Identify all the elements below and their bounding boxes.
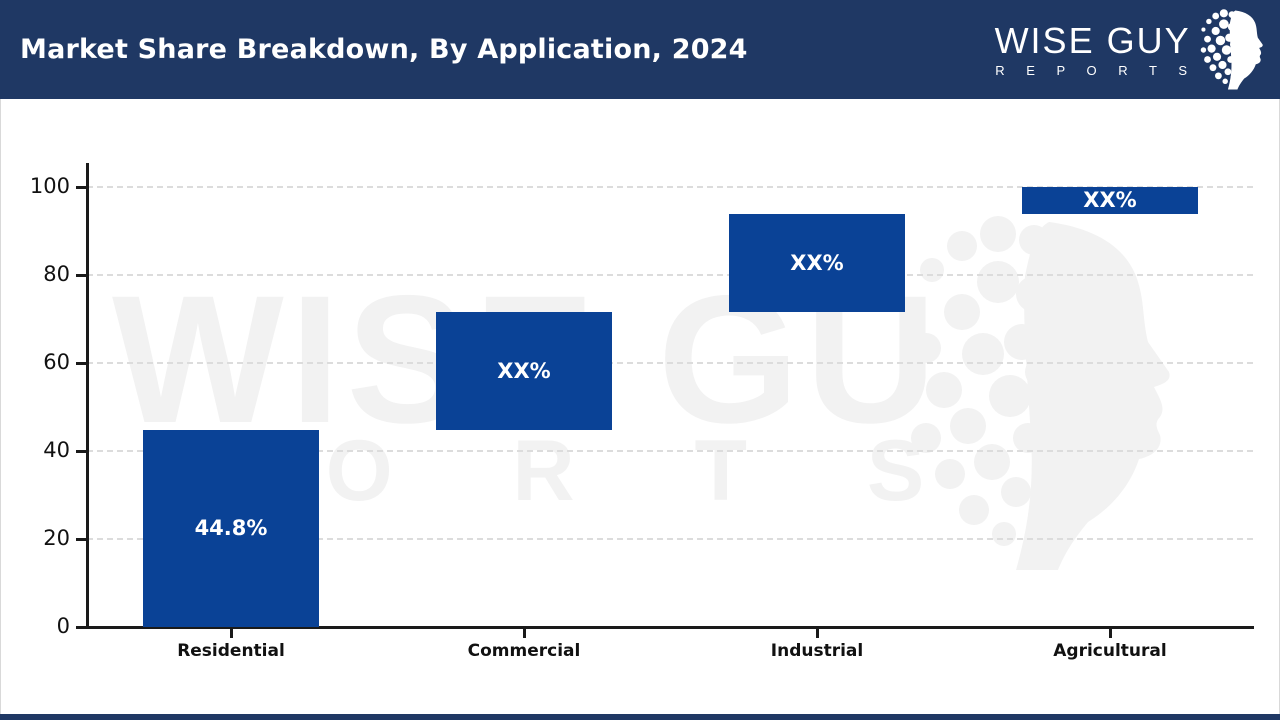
x-tick-mark-agricultural — [1109, 629, 1112, 638]
gridline-y-40 — [87, 450, 1253, 452]
y-tick-mark-100 — [76, 186, 87, 189]
x-category-label-agricultural: Agricultural — [1053, 641, 1167, 661]
logo-wordmark: WISE GUY — [994, 19, 1191, 61]
y-tick-label-40: 40 — [43, 438, 70, 462]
y-tick-mark-0 — [76, 626, 87, 629]
bar-value-label-commercial: XX% — [497, 358, 551, 383]
bar-value-label-residential: 44.8% — [194, 515, 268, 540]
x-category-label-commercial: Commercial — [467, 641, 581, 661]
bar-value-label-industrial: XX% — [790, 250, 844, 275]
gridline-y-100 — [87, 186, 1253, 188]
x-tick-mark-residential — [230, 629, 233, 638]
bar-commercial[interactable]: XX% — [436, 312, 612, 430]
bar-value-label-agricultural: XX% — [1083, 188, 1137, 213]
x-category-label-residential: Residential — [177, 641, 285, 661]
y-tick-label-80: 80 — [43, 262, 70, 286]
y-axis-spine — [86, 163, 89, 629]
y-tick-mark-20 — [76, 538, 87, 541]
gridline-y-80 — [87, 274, 1253, 276]
footer-accent-strip — [0, 714, 1280, 720]
logo-text: WISE GUY R E P O R T S — [989, 19, 1196, 78]
y-tick-mark-60 — [76, 362, 87, 365]
bar-industrial[interactable]: XX% — [729, 214, 905, 313]
y-tick-mark-80 — [76, 274, 87, 277]
x-tick-mark-industrial — [816, 629, 819, 638]
x-tick-mark-commercial — [523, 629, 526, 638]
logo-head-icon — [1200, 8, 1263, 89]
y-tick-mark-40 — [76, 450, 87, 453]
watermark-face-dots — [896, 216, 1170, 570]
wise-guy-reports-logo: WISE GUY R E P O R T S — [989, 8, 1266, 91]
x-category-label-industrial: Industrial — [770, 641, 864, 661]
logo-subtitle: R E P O R T S — [995, 62, 1196, 78]
x-axis-baseline — [85, 626, 1254, 629]
y-tick-label-0: 0 — [56, 614, 70, 638]
gridline-y-60 — [87, 362, 1253, 364]
bar-agricultural[interactable]: XX% — [1022, 187, 1198, 215]
page-title: Market Share Breakdown, By Application, … — [20, 34, 748, 65]
y-tick-label-60: 60 — [43, 350, 70, 374]
y-tick-label-100: 100 — [29, 174, 70, 198]
header-bar: Market Share Breakdown, By Application, … — [0, 0, 1280, 99]
gridline-y-20 — [87, 538, 1253, 540]
y-tick-label-20: 20 — [43, 526, 70, 550]
bar-residential[interactable]: 44.8% — [143, 429, 319, 627]
